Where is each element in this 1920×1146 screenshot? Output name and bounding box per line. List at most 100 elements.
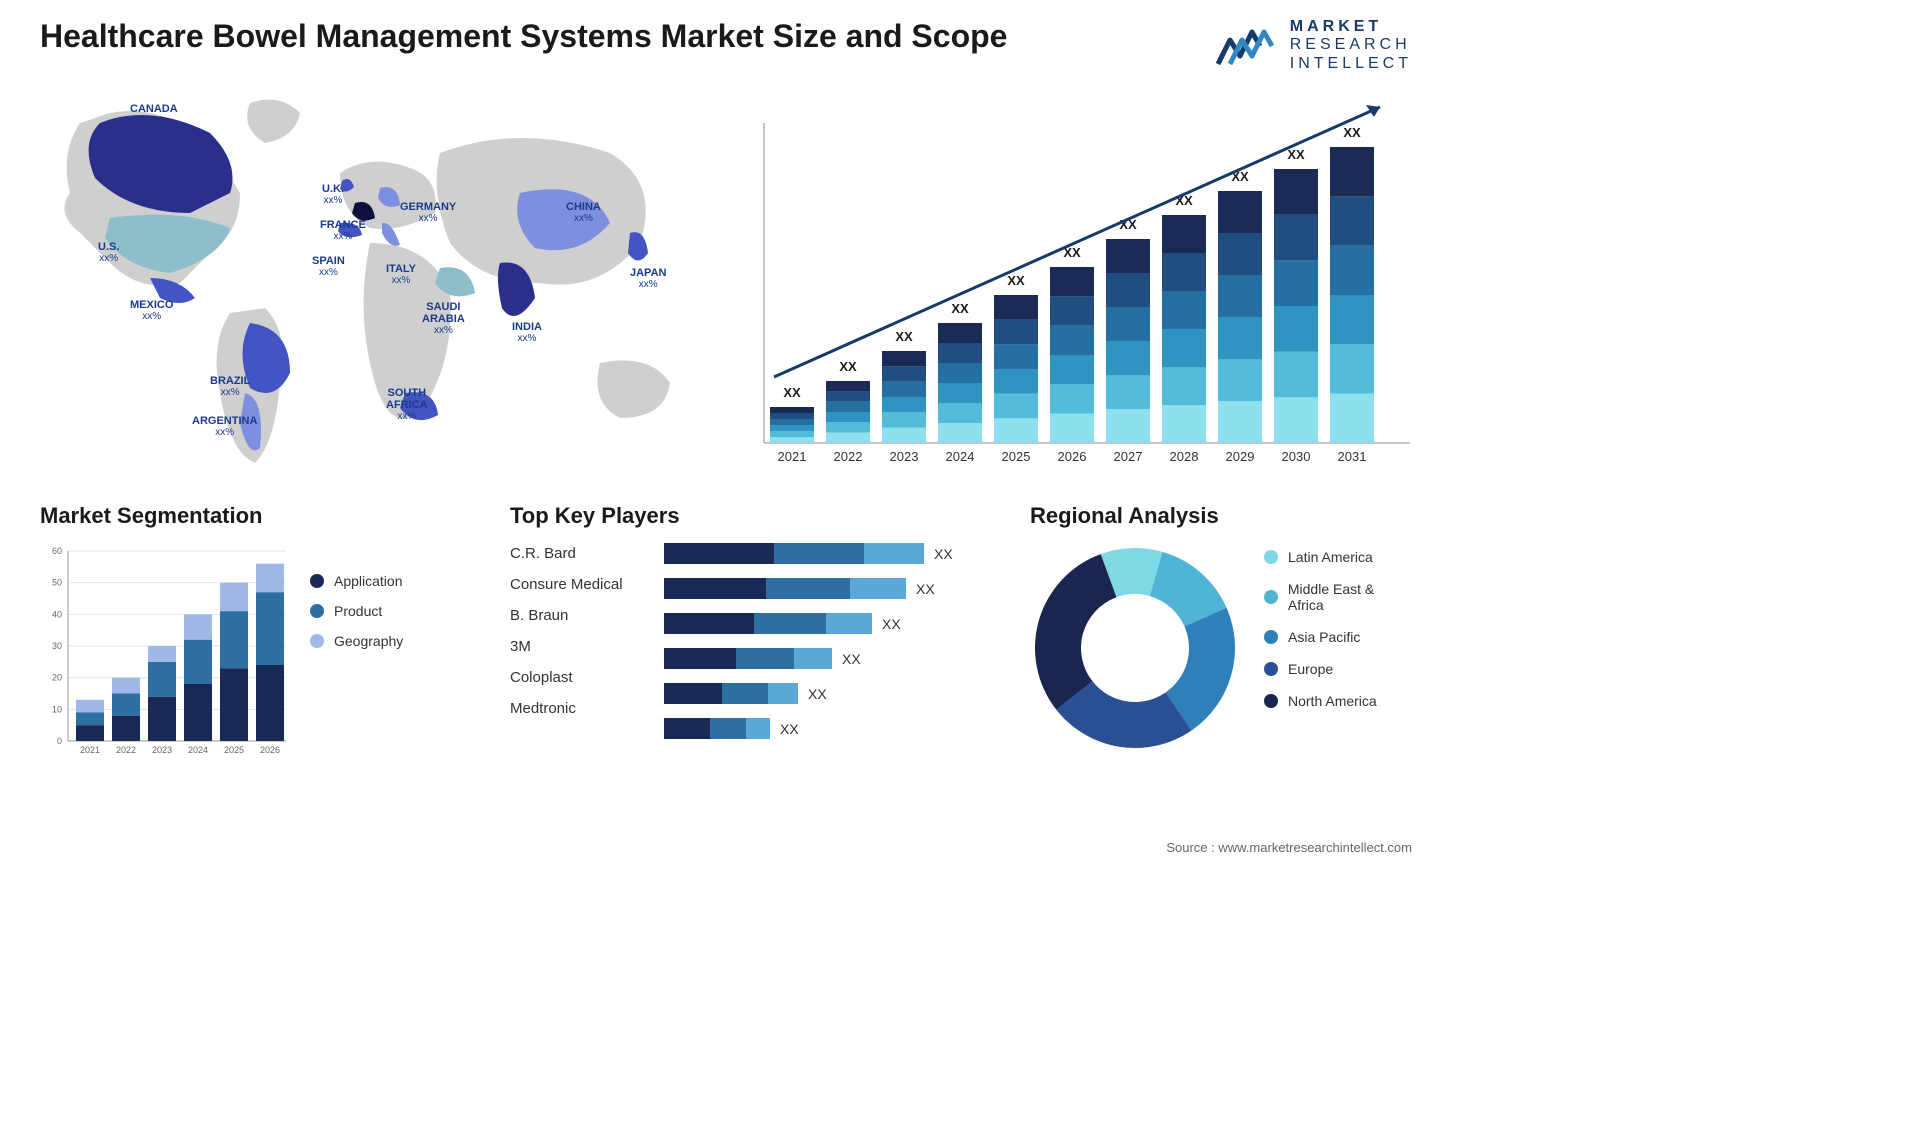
player-name: Consure Medical [510, 576, 650, 593]
svg-text:20: 20 [52, 673, 62, 683]
segmentation-panel: Market Segmentation 01020304050602021202… [40, 503, 460, 763]
svg-text:XX: XX [951, 301, 969, 316]
legend-label: Europe [1288, 661, 1333, 677]
bar-segment [826, 613, 872, 634]
bar-segment [766, 578, 850, 599]
bar-segment [664, 683, 722, 704]
player-bar [664, 718, 770, 739]
legend-item: Middle East & Africa [1264, 581, 1412, 613]
svg-text:60: 60 [52, 546, 62, 556]
svg-text:2029: 2029 [1226, 449, 1255, 464]
map-label: CHINAxx% [566, 201, 601, 224]
legend-label: Application [334, 573, 403, 589]
legend-dot-icon [1264, 590, 1278, 604]
legend-dot-icon [1264, 662, 1278, 676]
bar-segment [864, 543, 924, 564]
player-bars: XX XX XX XX XX XX [664, 543, 980, 739]
player-bar-row: XX [664, 543, 980, 564]
svg-text:2025: 2025 [224, 745, 244, 755]
player-name: B. Braun [510, 607, 650, 624]
player-name: Medtronic [510, 700, 650, 717]
player-value: XX [916, 581, 935, 597]
legend-item: Product [310, 603, 403, 619]
map-label: INDIAxx% [512, 321, 542, 344]
map-label: ARGENTINAxx% [192, 415, 257, 438]
svg-text:2024: 2024 [946, 449, 975, 464]
regional-donut [1030, 543, 1240, 753]
player-bar-row: XX [664, 718, 980, 739]
map-label: GERMANYxx% [400, 201, 456, 224]
legend-dot-icon [1264, 550, 1278, 564]
bar-segment [736, 648, 794, 669]
svg-text:2023: 2023 [890, 449, 919, 464]
svg-text:XX: XX [895, 329, 913, 344]
map-label: SAUDIARABIAxx% [422, 301, 465, 336]
players-title: Top Key Players [510, 503, 980, 529]
legend-item: Latin America [1264, 549, 1412, 565]
legend-item: Asia Pacific [1264, 629, 1412, 645]
svg-text:XX: XX [1343, 125, 1361, 140]
svg-text:2021: 2021 [778, 449, 807, 464]
bar-segment [664, 718, 710, 739]
world-map: CANADAxx%U.S.xx%MEXICOxx%BRAZILxx%ARGENT… [40, 83, 700, 483]
svg-text:50: 50 [52, 578, 62, 588]
legend-label: North America [1288, 693, 1377, 709]
player-bar [664, 613, 872, 634]
map-label: FRANCExx% [320, 219, 366, 242]
map-label: CANADAxx% [130, 103, 178, 126]
bar-segment [850, 578, 906, 599]
bar-segment [664, 578, 766, 599]
market-size-chart: XX2021XX2022XX2023XX2024XX2025XX2026XX20… [740, 83, 1420, 483]
player-name: 3M [510, 638, 650, 655]
regional-panel: Regional Analysis Latin AmericaMiddle Ea… [1030, 503, 1412, 763]
segmentation-chart: 0102030405060202120222023202420252026 [40, 543, 290, 763]
svg-text:2026: 2026 [1058, 449, 1087, 464]
legend-item: Europe [1264, 661, 1412, 677]
page-title: Healthcare Bowel Management Systems Mark… [40, 18, 1007, 55]
player-bar [664, 683, 798, 704]
player-bar-row: XX [664, 683, 980, 704]
player-bar-row: XX [664, 648, 980, 669]
svg-text:0: 0 [57, 736, 62, 746]
map-svg [40, 83, 700, 483]
player-bar [664, 648, 832, 669]
bar-segment [774, 543, 864, 564]
legend-dot-icon [1264, 694, 1278, 708]
segmentation-title: Market Segmentation [40, 503, 460, 529]
logo-text: MARKET RESEARCH INTELLECT [1290, 18, 1412, 73]
legend-label: Asia Pacific [1288, 629, 1360, 645]
svg-text:XX: XX [839, 359, 857, 374]
bar-segment [768, 683, 798, 704]
bar-segment [754, 613, 826, 634]
player-name: Coloplast [510, 669, 650, 686]
bar-segment [746, 718, 770, 739]
svg-text:XX: XX [1287, 147, 1305, 162]
logo-icon [1216, 22, 1280, 70]
player-bar-row: XX [664, 613, 980, 634]
source-label: Source : www.marketresearchintellect.com [1166, 840, 1412, 855]
map-label: MEXICOxx% [130, 299, 173, 322]
map-label: BRAZILxx% [210, 375, 250, 398]
bar-segment [664, 648, 736, 669]
svg-text:2023: 2023 [152, 745, 172, 755]
bar-segment [710, 718, 746, 739]
svg-text:XX: XX [783, 385, 801, 400]
player-value: XX [934, 546, 953, 562]
svg-text:XX: XX [1007, 273, 1025, 288]
player-names: C.R. Bard Consure Medical B. Braun 3M Colopl… [510, 543, 650, 739]
legend-dot-icon [310, 574, 324, 588]
player-value: XX [842, 651, 861, 667]
legend-label: Product [334, 603, 382, 619]
svg-text:2025: 2025 [1002, 449, 1031, 464]
svg-text:2030: 2030 [1282, 449, 1311, 464]
legend-label: Middle East & Africa [1288, 581, 1412, 613]
map-label: U.K.xx% [322, 183, 344, 206]
legend-label: Geography [334, 633, 403, 649]
legend-item: Application [310, 573, 403, 589]
logo: MARKET RESEARCH INTELLECT [1216, 18, 1412, 73]
svg-text:30: 30 [52, 641, 62, 651]
player-name: C.R. Bard [510, 545, 650, 562]
legend-dot-icon [310, 634, 324, 648]
legend-dot-icon [1264, 630, 1278, 644]
map-label: ITALYxx% [386, 263, 416, 286]
